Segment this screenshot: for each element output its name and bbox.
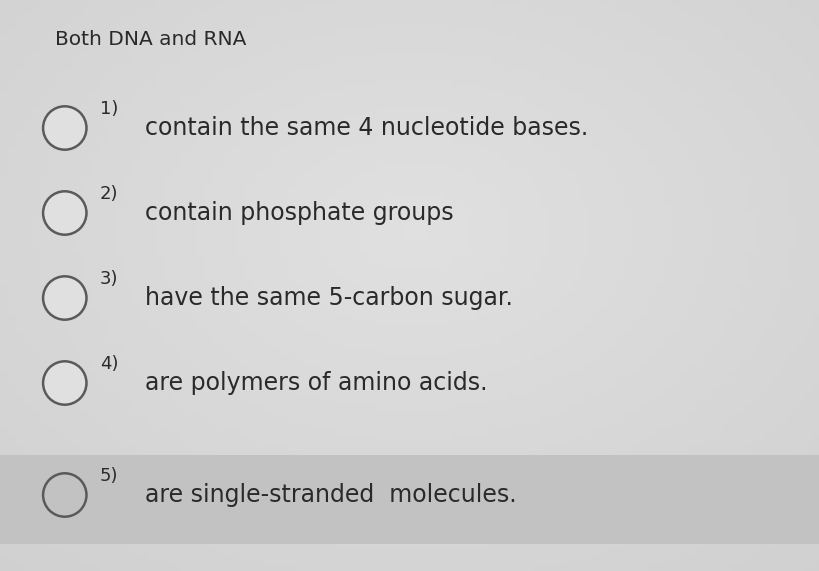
Ellipse shape [43, 106, 86, 150]
Text: contain the same 4 nucleotide bases.: contain the same 4 nucleotide bases. [145, 116, 588, 140]
Text: 2): 2) [100, 185, 119, 203]
Text: 1): 1) [100, 100, 118, 118]
Text: 4): 4) [100, 355, 119, 373]
Text: have the same 5-carbon sugar.: have the same 5-carbon sugar. [145, 286, 513, 310]
Text: are single-stranded  molecules.: are single-stranded molecules. [145, 483, 516, 507]
FancyBboxPatch shape [0, 455, 819, 544]
Text: Both DNA and RNA: Both DNA and RNA [55, 30, 246, 49]
Text: 5): 5) [100, 467, 119, 485]
Text: contain phosphate groups: contain phosphate groups [145, 201, 453, 225]
Ellipse shape [43, 361, 86, 405]
Ellipse shape [43, 276, 86, 320]
Text: are polymers of amino acids.: are polymers of amino acids. [145, 371, 487, 395]
Ellipse shape [43, 473, 86, 517]
Text: 3): 3) [100, 270, 119, 288]
Ellipse shape [43, 191, 86, 235]
